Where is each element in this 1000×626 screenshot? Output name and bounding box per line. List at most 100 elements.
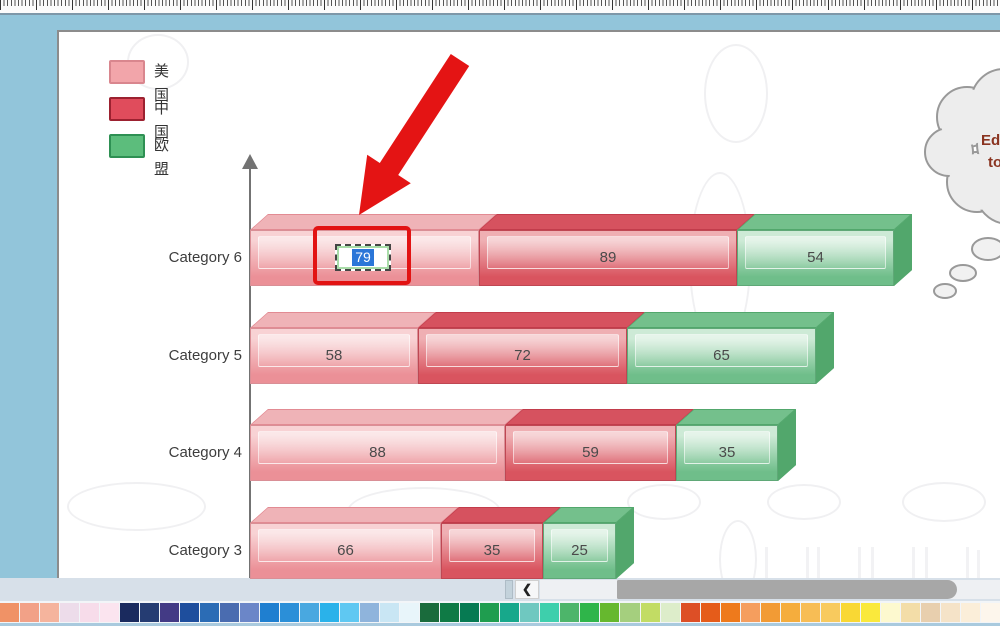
bar-segment-top-face (737, 214, 913, 230)
bar-gloss-highlight (635, 333, 808, 367)
palette-swatch[interactable] (20, 603, 40, 622)
palette-swatch[interactable] (900, 603, 920, 622)
palette-swatch[interactable] (40, 603, 60, 622)
palette-swatch[interactable] (920, 603, 940, 622)
palette-swatch[interactable] (980, 603, 1000, 622)
palette-swatch[interactable] (660, 603, 680, 622)
bar-segment[interactable] (627, 327, 816, 384)
palette-swatch[interactable] (640, 603, 660, 622)
pane-splitter-handle[interactable] (505, 580, 513, 599)
palette-swatch[interactable] (860, 603, 880, 622)
category-label: Category 6 (168, 249, 242, 266)
bar-segment-top-face (250, 409, 524, 425)
bar-segment[interactable] (250, 327, 418, 384)
palette-swatch[interactable] (420, 603, 440, 622)
legend-label: 美国 (154, 63, 170, 104)
bar-segment-top-face (418, 311, 646, 328)
palette-swatch[interactable] (60, 603, 80, 622)
palette-swatch[interactable] (600, 603, 620, 622)
palette-swatch[interactable] (580, 603, 600, 622)
palette-swatch[interactable] (800, 603, 820, 622)
palette-swatch[interactable] (880, 603, 900, 622)
stacked-bar-chart: Category 6 89 54 Category 5 58 72 65 Category 4… (59, 32, 1000, 580)
palette-swatch[interactable] (140, 603, 160, 622)
palette-swatch[interactable] (180, 603, 200, 622)
palette-swatch[interactable] (540, 603, 560, 622)
bar-segment[interactable] (479, 230, 737, 286)
palette-swatch[interactable] (300, 603, 320, 622)
palette-swatch[interactable] (440, 603, 460, 622)
palette-swatch[interactable] (960, 603, 980, 622)
palette-swatch[interactable] (340, 603, 360, 622)
palette-swatch[interactable] (120, 603, 140, 622)
palette-swatch[interactable] (520, 603, 540, 622)
bar-gloss-highlight (684, 431, 770, 465)
palette-swatch[interactable] (720, 603, 740, 622)
scrollbar-track[interactable] (540, 580, 1000, 599)
legend-swatch[interactable] (109, 97, 145, 121)
palette-swatch[interactable] (940, 603, 960, 622)
palette-swatch[interactable] (320, 603, 340, 622)
bar-segment-top-face (250, 506, 460, 523)
palette-swatch[interactable] (760, 603, 780, 622)
bar-segment[interactable] (441, 522, 543, 579)
annotation-highlight-rect (313, 226, 411, 285)
bar-value-label: 66 (337, 541, 354, 559)
category-label: Category 5 (168, 346, 242, 364)
palette-swatch[interactable] (100, 603, 120, 622)
bar-segment-top-face (505, 409, 695, 425)
bar-gloss-highlight (551, 528, 608, 562)
palette-swatch[interactable] (480, 603, 500, 622)
selected-edit-text: 79 (352, 249, 374, 266)
bar-gloss-highlight (258, 333, 410, 367)
horizontal-ruler[interactable] (0, 0, 1000, 15)
bar-segment-top-face (250, 311, 437, 328)
palette-swatch[interactable] (240, 603, 260, 622)
bar-segment[interactable] (676, 425, 778, 481)
palette-swatch[interactable] (260, 603, 280, 622)
palette-swatch[interactable] (0, 603, 20, 622)
bar-segment[interactable] (250, 425, 505, 481)
palette-swatch[interactable] (380, 603, 400, 622)
category-label: Category 3 (168, 541, 242, 559)
palette-swatch[interactable] (620, 603, 640, 622)
bar-gloss-highlight (745, 236, 886, 270)
bar-segment[interactable] (505, 425, 676, 481)
legend-label: 中国 (154, 100, 170, 141)
bar-segment[interactable] (543, 522, 616, 579)
palette-swatch[interactable] (280, 603, 300, 622)
scroll-left-icon: ❮ (521, 582, 533, 596)
bar-gloss-highlight (487, 236, 729, 270)
palette-swatch[interactable] (460, 603, 480, 622)
bar-value-label: 89 (599, 249, 617, 266)
bar-value-label: 54 (807, 249, 824, 266)
value-edit-box[interactable]: 79 (335, 244, 391, 271)
legend-swatch[interactable] (109, 60, 145, 84)
palette-swatch[interactable] (200, 603, 220, 622)
bar-value-label: 65 (713, 346, 730, 364)
palette-swatch[interactable] (740, 603, 760, 622)
bar-segment[interactable] (250, 522, 441, 579)
palette-swatch[interactable] (700, 603, 720, 622)
bar-value-label: 35 (483, 541, 501, 559)
scrollbar-thumb[interactable] (617, 580, 957, 599)
scroll-left-button[interactable]: ❮ (515, 580, 539, 599)
bar-segment[interactable] (418, 327, 627, 384)
palette-swatch[interactable] (80, 603, 100, 622)
bar-segment[interactable] (737, 230, 894, 286)
palette-swatch[interactable] (400, 603, 420, 622)
legend-swatch[interactable] (109, 134, 145, 158)
palette-swatch[interactable] (840, 603, 860, 622)
palette-swatch[interactable] (220, 603, 240, 622)
palette-swatch[interactable] (500, 603, 520, 622)
palette-swatch[interactable] (680, 603, 700, 622)
palette-swatch[interactable] (820, 603, 840, 622)
palette-swatch[interactable] (780, 603, 800, 622)
bar-value-label: 35 (718, 444, 736, 461)
palette-swatch[interactable] (560, 603, 580, 622)
palette-swatch[interactable] (360, 603, 380, 622)
palette-swatch[interactable] (160, 603, 180, 622)
